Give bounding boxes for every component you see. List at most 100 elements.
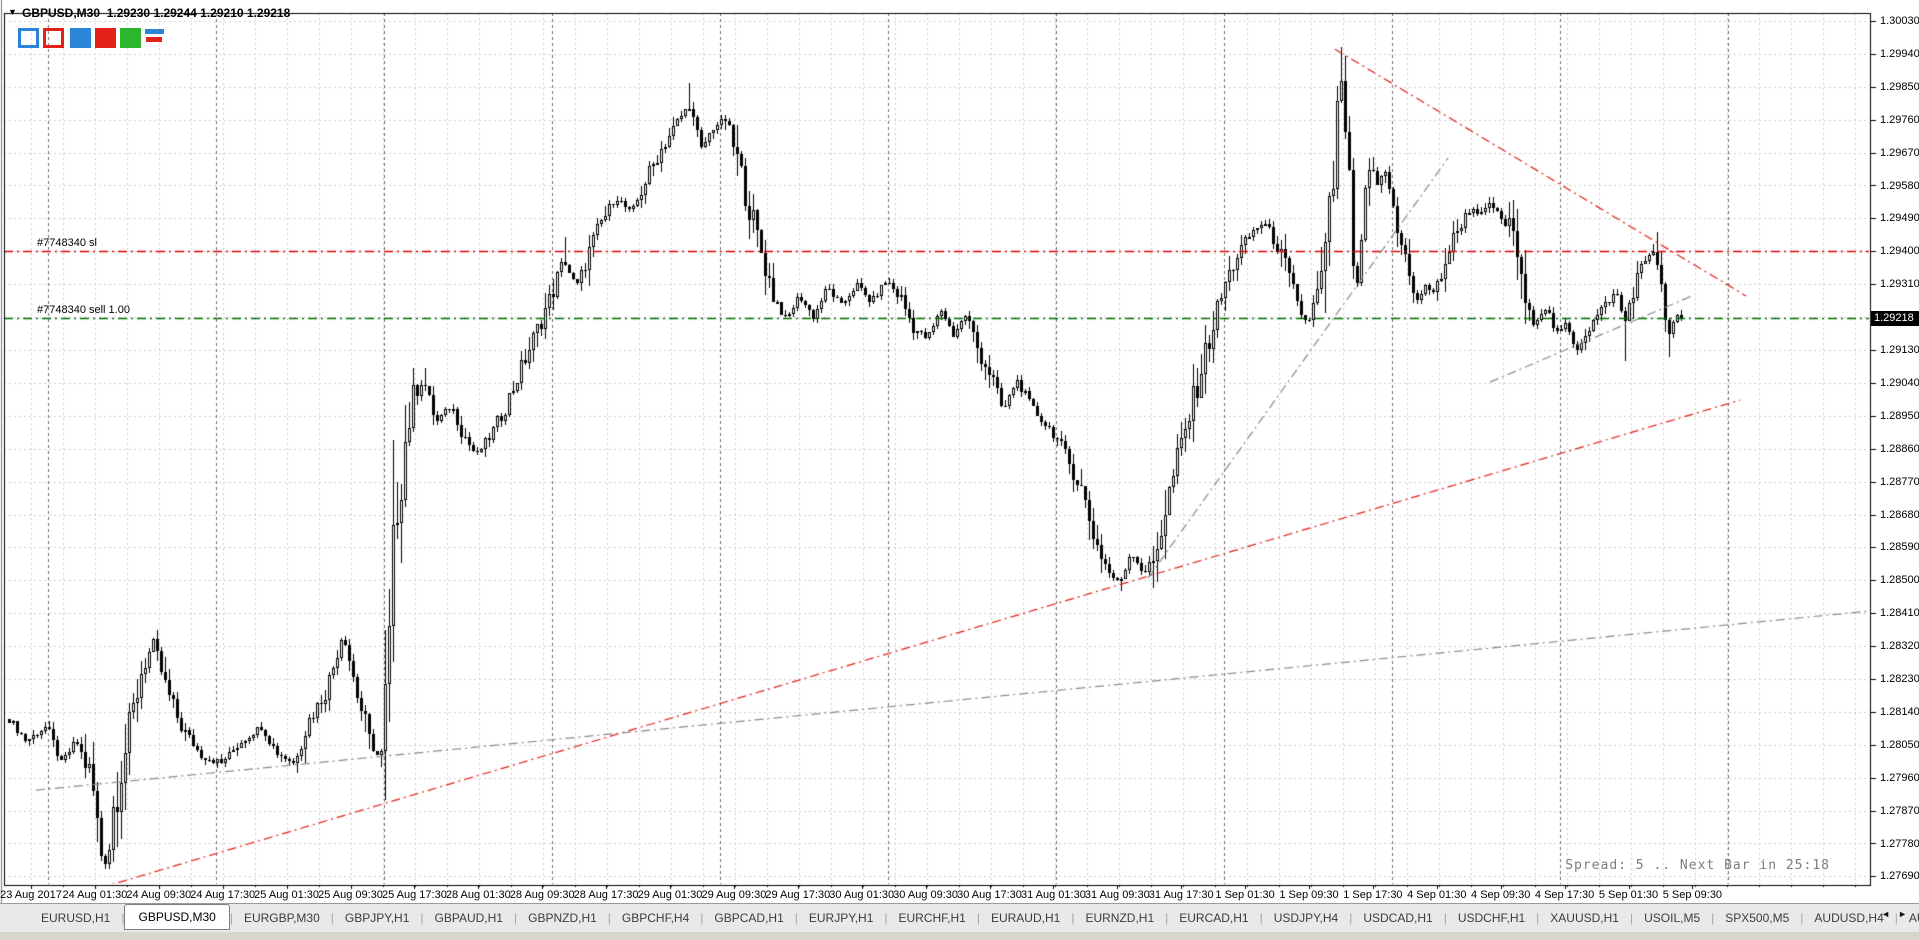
symbol-tab-bar: EURUSD,H1 | GBPUSD,M30 | EURGBP,M30 | GBPJPY,H… <box>0 903 1919 932</box>
blue-bar <box>145 29 164 34</box>
symbol-tab-eurgbp[interactable]: EURGBP,M30 <box>243 911 320 925</box>
spread-nextbar-status: Spread: 5 .. Next Bar in 25:18 <box>1565 858 1830 873</box>
price-tick-label: 1.28230 <box>1880 673 1919 685</box>
current-price-badge: 1.29218 <box>1871 310 1919 326</box>
symbol-tab-gbpaud[interactable]: GBPAUD,H1 <box>434 911 503 925</box>
symbol-tab-audnzd[interactable]: AUDNZD,H1 <box>1908 911 1919 925</box>
ohlc-close: 1.29218 <box>246 6 291 20</box>
time-tick-label: 24 Aug 01:30 <box>62 889 128 901</box>
symbol-tab-gbpchf[interactable]: GBPCHF,H4 <box>621 911 690 925</box>
time-tick-label: 29 Aug 01:30 <box>637 889 703 901</box>
tab-separator: | <box>1259 911 1263 925</box>
price-tick-label: 1.28500 <box>1880 574 1919 587</box>
price-tick-label: 1.28860 <box>1880 442 1919 455</box>
tab-scroll-left-icon[interactable]: ◄ <box>1881 909 1899 919</box>
red-filled-square-icon[interactable] <box>95 28 116 48</box>
stoploss-line-label[interactable]: #7748340 sl <box>37 237 97 250</box>
symbol-tab-eurusd[interactable]: EURUSD,H1 <box>41 911 111 925</box>
symbol-tab-euraud[interactable]: EURAUD,H1 <box>990 911 1061 925</box>
price-tick-label: 1.28770 <box>1880 475 1919 488</box>
time-tick-label: 1 Sep 17:30 <box>1343 889 1403 901</box>
time-tick-label: 23 Aug 2017 <box>0 889 62 901</box>
time-tick-label: 5 Sep 01:30 <box>1598 889 1659 901</box>
symbol-tab-gbpusd[interactable]: GBPUSD,M30 <box>124 904 230 930</box>
price-tick-label: 1.27960 <box>1880 771 1919 784</box>
tab-separator: | <box>1071 911 1075 925</box>
blue-filled-square-icon[interactable] <box>70 28 91 48</box>
ohlc-low: 1.29210 <box>200 6 244 20</box>
tab-separator: | <box>1711 911 1715 925</box>
time-tick-label: 31 Aug 17:30 <box>1148 889 1214 901</box>
symbol-tab-eurchf[interactable]: EURCHF,H1 <box>898 911 966 925</box>
price-tick-label: 1.28410 <box>1880 607 1919 620</box>
symbol-tab-gbpnzd[interactable]: GBPNZD,H1 <box>528 911 597 925</box>
tab-separator: | <box>1165 911 1169 925</box>
red-outline-square-icon[interactable] <box>43 28 64 48</box>
price-tick-label: 1.29580 <box>1880 179 1919 192</box>
price-tick-label: 1.28590 <box>1880 541 1919 554</box>
price-tick-label: 1.29040 <box>1880 376 1919 389</box>
time-tick-label: 29 Aug 17:30 <box>765 889 831 901</box>
symbol-tab-eurnzd[interactable]: EURNZD,H1 <box>1085 911 1155 925</box>
time-tick-label: 4 Sep 17:30 <box>1534 889 1595 901</box>
tab-separator: | <box>1800 911 1804 925</box>
tab-separator: | <box>513 911 518 925</box>
ohlc-header: GBPUSD,M30 1.29230 1.29244 1.29210 1.292… <box>22 6 290 20</box>
time-tick-label: 28 Aug 09:30 <box>509 889 575 901</box>
tab-separator: | <box>1629 911 1634 925</box>
symbol-period: GBPUSD,M30 <box>22 6 101 20</box>
price-tick-label: 1.27780 <box>1880 837 1919 850</box>
time-tick-label: 29 Aug 09:30 <box>701 889 767 901</box>
symbol-tab-eurcad[interactable]: EURCAD,H1 <box>1179 911 1249 925</box>
time-tick-label: 30 Aug 09:30 <box>893 889 959 901</box>
tab-separator: | <box>976 911 980 925</box>
time-tick-label: 5 Sep 09:30 <box>1662 889 1723 901</box>
price-tick-label: 1.28050 <box>1880 738 1919 751</box>
price-tick-label: 1.29670 <box>1880 146 1919 159</box>
price-tick-label: 1.29130 <box>1880 344 1919 356</box>
price-tick-label: 1.28320 <box>1880 640 1919 653</box>
tab-separator: | <box>1349 911 1353 925</box>
sell-order-line-label[interactable]: #7748340 sell 1.00 <box>37 303 130 316</box>
symbol-tab-spx500[interactable]: SPX500,M5 <box>1725 911 1790 925</box>
tab-scroll-right-icon[interactable]: ► <box>1898 909 1915 919</box>
price-tick-label: 1.28950 <box>1880 409 1919 422</box>
tab-separator: | <box>700 911 704 925</box>
price-tick-label: 1.29310 <box>1880 278 1919 291</box>
symbol-tab-usdcad[interactable]: USDCAD,H1 <box>1363 911 1433 925</box>
symbol-tab-eurjpy[interactable]: EURJPY,H1 <box>808 911 874 925</box>
tab-separator: | <box>330 911 334 925</box>
ohlc-open: 1.29230 <box>106 6 151 20</box>
bottom-scroll-strip[interactable] <box>0 932 1919 940</box>
price-tick-label: 1.28140 <box>1880 705 1919 718</box>
price-tick-label: 1.27690 <box>1880 870 1919 883</box>
time-tick-label: 4 Sep 09:30 <box>1471 889 1531 901</box>
green-filled-square-icon[interactable] <box>120 28 141 48</box>
symbol-tab-usoil[interactable]: USOIL,M5 <box>1644 911 1701 925</box>
time-tick-label: 24 Aug 09:30 <box>126 889 192 901</box>
tab-separator: | <box>1536 911 1540 925</box>
collapse-triangle-icon[interactable]: ▼ <box>8 7 17 17</box>
time-tick-label: 28 Aug 17:30 <box>573 889 639 901</box>
tab-separator: | <box>420 911 424 925</box>
tab-separator: | <box>607 911 611 925</box>
blue-outline-square-icon[interactable] <box>18 28 39 48</box>
symbol-tab-xauusd[interactable]: XAUUSD,H1 <box>1550 911 1619 925</box>
symbol-tab-usdjpy[interactable]: USDJPY,H4 <box>1273 911 1339 925</box>
time-tick-label: 25 Aug 17:30 <box>381 889 447 901</box>
tab-separator: | <box>229 911 233 925</box>
tab-separator: | <box>794 911 798 925</box>
price-tick-label: 1.29400 <box>1880 245 1919 258</box>
blue-red-bars-icon[interactable] <box>145 28 164 44</box>
time-tick-label: 4 Sep 01:30 <box>1407 889 1467 901</box>
time-tick-label: 25 Aug 01:30 <box>254 889 320 901</box>
candlestick-chart-canvas[interactable] <box>0 0 1919 903</box>
symbol-tab-audusd[interactable]: AUDUSD,H4 <box>1814 911 1884 925</box>
symbol-tab-gbpjpy[interactable]: GBPJPY,H1 <box>344 911 410 925</box>
tab-separator: | <box>1443 911 1447 925</box>
tab-scroll-arrows[interactable]: ◄► <box>1881 909 1915 919</box>
time-tick-label: 25 Aug 09:30 <box>318 889 383 901</box>
symbol-tab-gbpcad[interactable]: GBPCAD,H1 <box>714 911 784 925</box>
symbol-tab-usdchf[interactable]: USDCHF,H1 <box>1457 911 1526 925</box>
